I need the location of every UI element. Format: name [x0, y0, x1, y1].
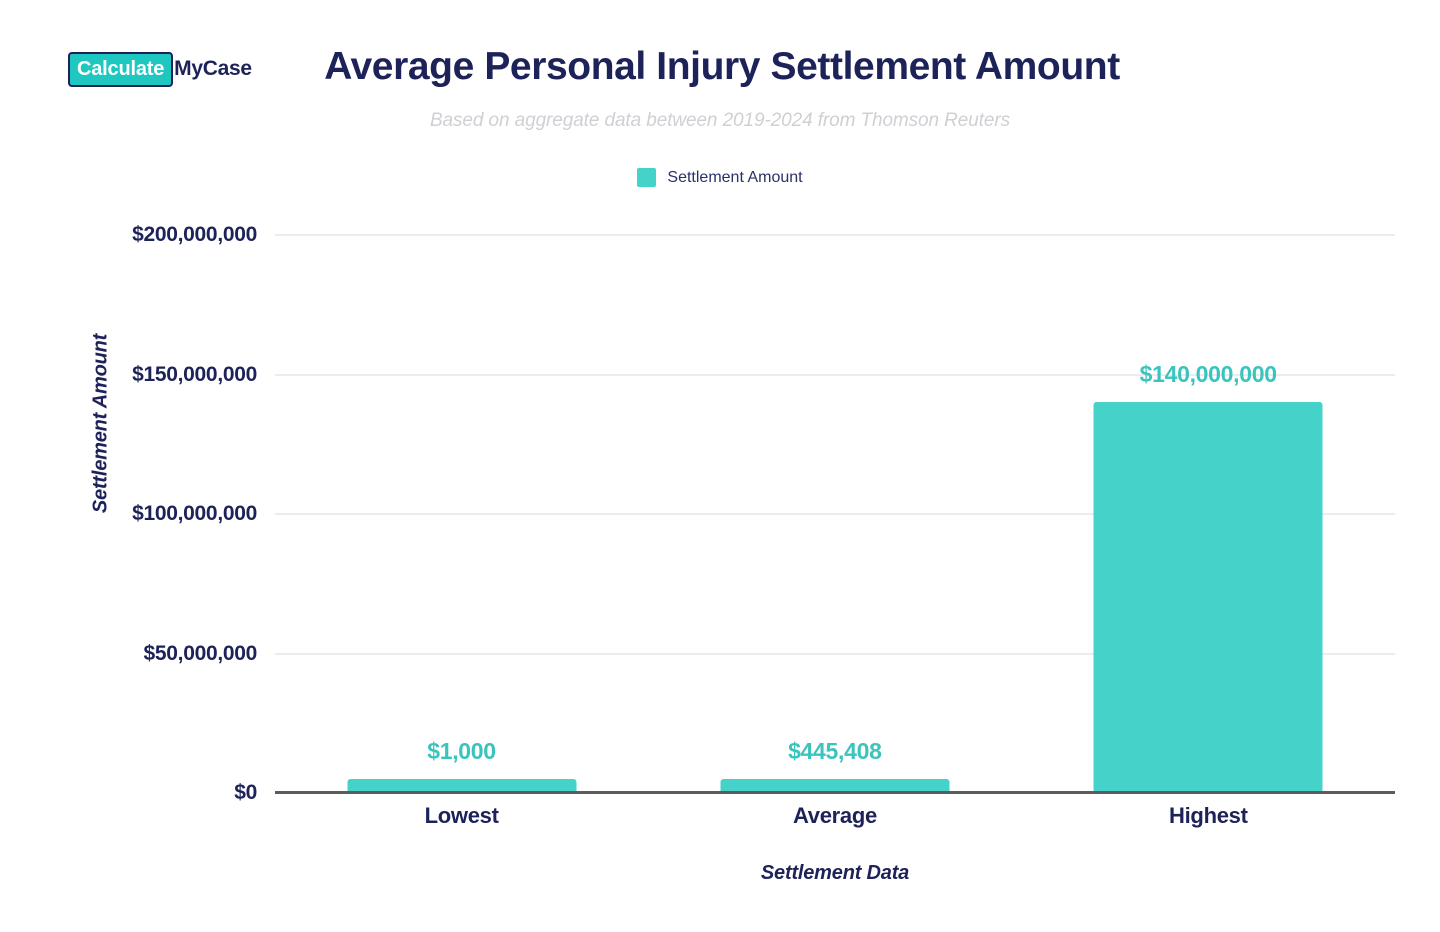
- bar-value-label: $1,000: [427, 738, 496, 764]
- legend-item-settlement-amount[interactable]: Settlement Amount: [637, 168, 803, 187]
- gridline: [275, 373, 1395, 376]
- gridline: [275, 234, 1395, 236]
- brand-logo: Calculate MyCase: [68, 51, 252, 87]
- gridline: [275, 513, 1395, 515]
- x-axis-category-labels: Lowest Average Highest: [275, 803, 1395, 837]
- bar[interactable]: [720, 779, 950, 793]
- y-axis-tick-labels: $0 $50,000,000 $100,000,000 $150,000,000 $20…: [45, 223, 258, 804]
- y-axis-tick-label: $150,000,000: [132, 362, 257, 386]
- chart-subtitle: Based on aggregate data between 2019-202…: [429, 110, 1011, 131]
- bar-value-label: $140,000,000: [1139, 361, 1277, 388]
- brand-badge: Calculate: [68, 51, 174, 87]
- bar-group-average: $445,408: [648, 235, 1021, 793]
- bar[interactable]: [347, 779, 576, 793]
- y-axis-title: Settlement Amount: [89, 333, 112, 514]
- y-axis-tick-label: $100,000,000: [132, 502, 257, 525]
- chart-title: Average Personal Injury Settlement Amoun…: [324, 45, 1120, 88]
- x-axis-label-average: Average: [793, 803, 877, 828]
- bar[interactable]: [1093, 402, 1323, 793]
- x-axis-title: Settlement Data: [760, 862, 910, 884]
- x-axis-line: [275, 791, 1395, 794]
- bar-value-label: $445,408: [788, 738, 882, 764]
- y-axis-tick-label: $50,000,000: [143, 641, 258, 665]
- gridline: [275, 652, 1395, 655]
- plot-area: $1,000 $445,408 $140,000,000: [275, 234, 1395, 794]
- chart-legend: Settlement Amount: [0, 168, 1440, 187]
- y-axis-tick-label: $0: [234, 781, 257, 804]
- legend-item-label: Settlement Amount: [667, 168, 803, 186]
- brand-name: MyCase: [174, 57, 252, 80]
- legend-swatch-icon: [637, 168, 657, 187]
- y-axis-tick-label: $200,000,000: [132, 223, 257, 246]
- x-axis-label-highest: Highest: [1169, 803, 1248, 828]
- chart-header: Calculate MyCase Average Personal Injury…: [0, 0, 1440, 150]
- bar-group-highest: $140,000,000: [1022, 235, 1395, 793]
- x-axis-label-lowest: Lowest: [424, 803, 499, 828]
- bar-group-lowest: $1,000: [275, 235, 648, 793]
